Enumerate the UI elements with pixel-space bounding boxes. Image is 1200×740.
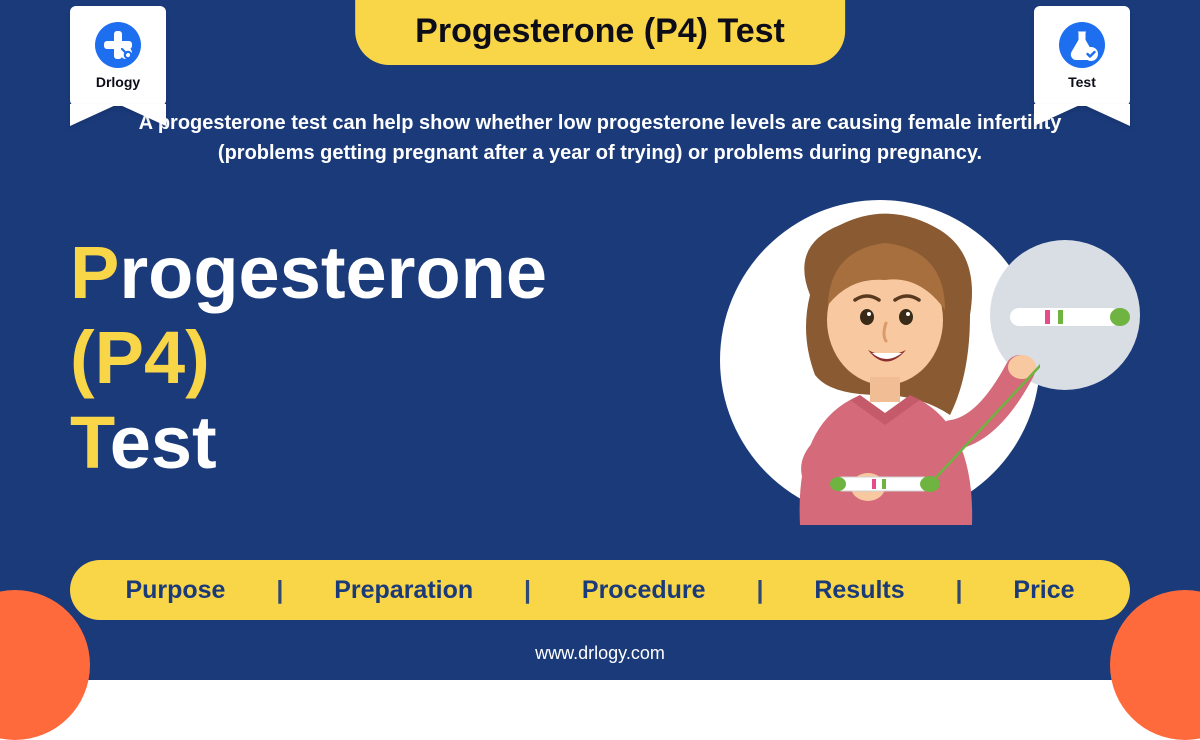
footer-separator: | <box>524 576 531 605</box>
ribbon-notch <box>70 104 166 126</box>
footer-item-preparation: Preparation <box>334 576 473 605</box>
brand-ribbon: Drlogy <box>70 6 166 126</box>
medical-cross-icon <box>95 22 141 68</box>
footer-item-price: Price <box>1013 576 1074 605</box>
footer-nav-pill: Purpose | Preparation | Procedure | Results | Pr… <box>70 560 1130 620</box>
woman-holding-test-icon <box>720 195 1040 525</box>
title-accent: T <box>70 401 110 484</box>
footer-item-results: Results <box>814 576 904 605</box>
site-url: www.drlogy.com <box>0 643 1200 664</box>
title-accent: P <box>70 231 119 314</box>
flask-check-icon <box>1059 22 1105 68</box>
brand-label: Drlogy <box>96 74 140 90</box>
corner-circle-left <box>0 590 90 740</box>
description-text: A progesterone test can help show whethe… <box>120 108 1080 168</box>
illustration <box>720 200 1080 560</box>
title-banner: Progesterone (P4) Test <box>355 0 845 65</box>
footer-separator: | <box>756 576 763 605</box>
footer-item-purpose: Purpose <box>125 576 225 605</box>
title-rest: est <box>110 401 217 484</box>
footer-item-procedure: Procedure <box>582 576 706 605</box>
title-rest: rogesterone <box>119 231 547 314</box>
main-title: Progesterone(P4)Test <box>70 230 547 485</box>
test-label: Test <box>1068 74 1096 90</box>
corner-circle-right <box>1110 590 1200 740</box>
footer-separator: | <box>276 576 283 605</box>
brand-ribbon-body: Drlogy <box>70 6 166 106</box>
ribbon-notch <box>1034 104 1130 126</box>
test-ribbon: Test <box>1034 6 1130 126</box>
test-ribbon-body: Test <box>1034 6 1130 106</box>
infographic-card: Progesterone (P4) Test Drlogy <box>0 0 1200 680</box>
title-accent: (P4) <box>70 316 210 399</box>
footer-separator: | <box>956 576 963 605</box>
